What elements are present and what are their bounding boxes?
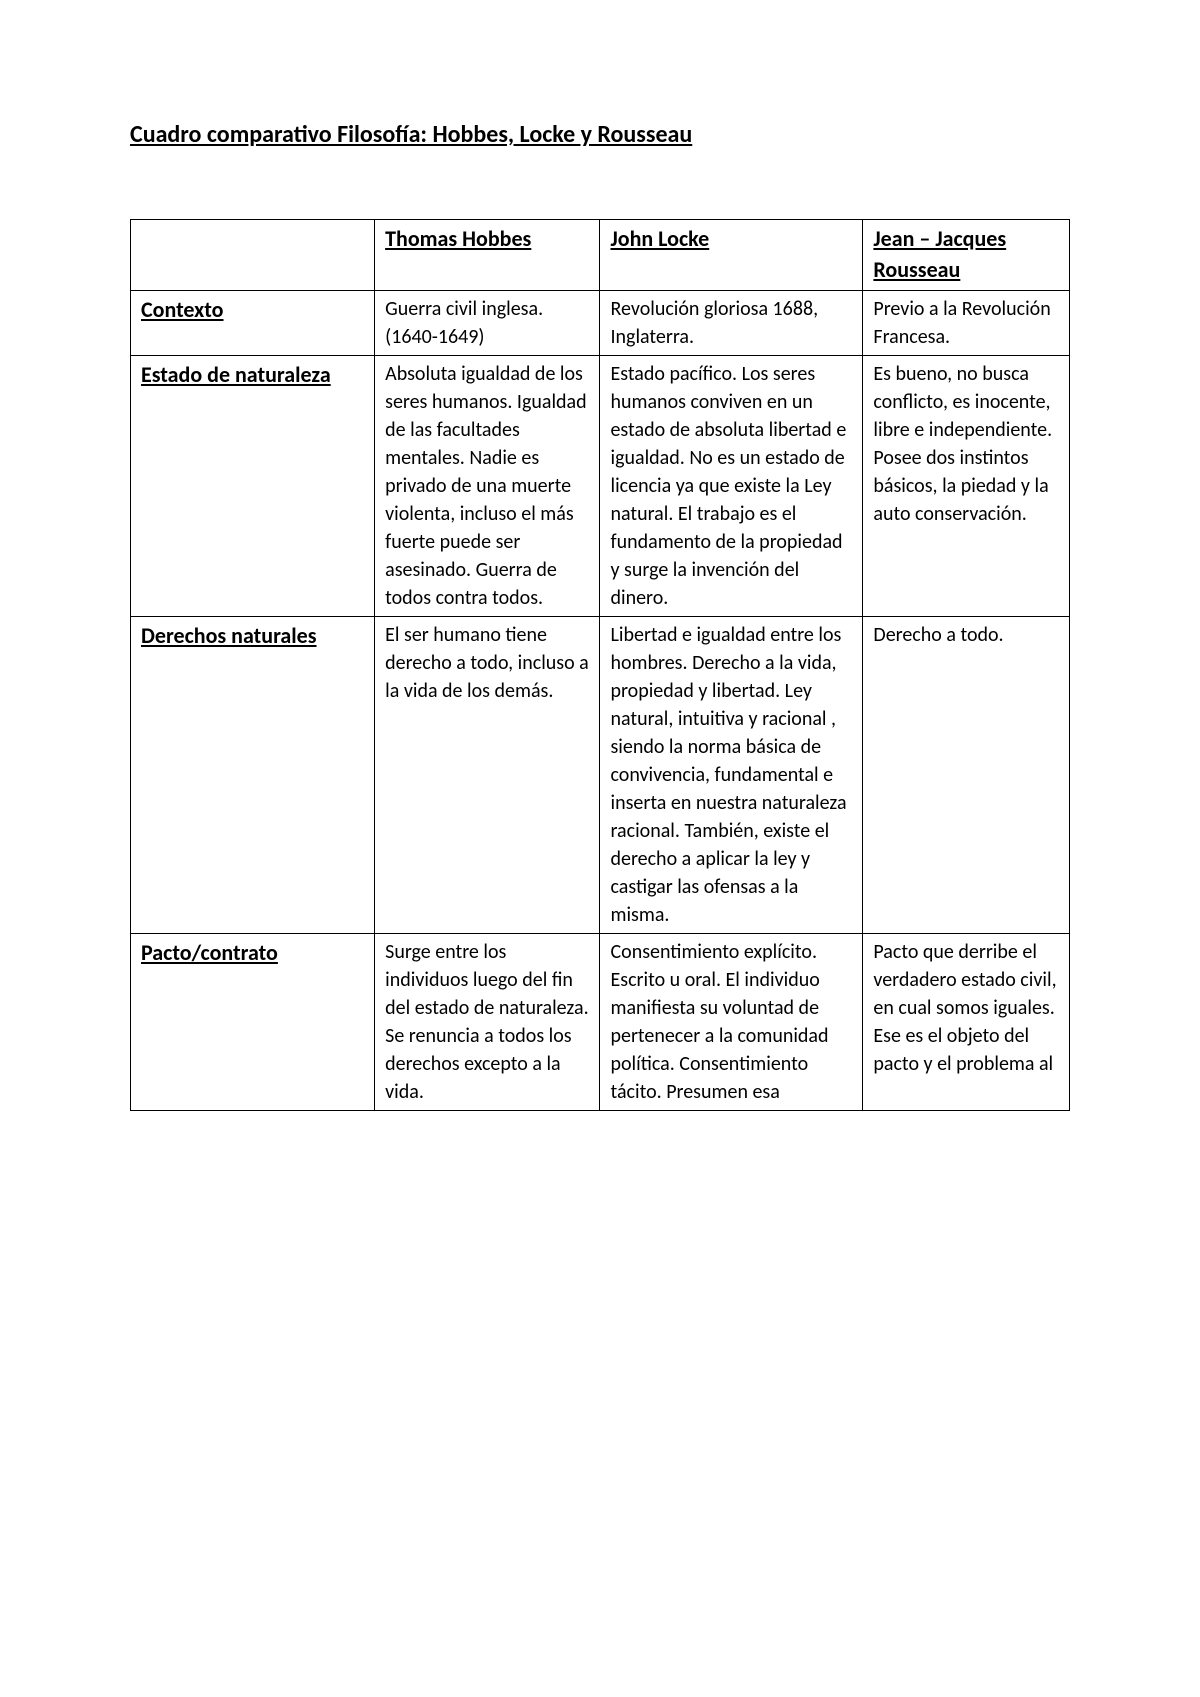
cell-locke: Consentimiento explícito. Escrito u oral… — [600, 933, 863, 1110]
table-row: Derechos naturales El ser humano tiene d… — [131, 616, 1070, 933]
table-header-row: Thomas Hobbes John Locke Jean – Jacques … — [131, 220, 1070, 291]
cell-locke: Revolución gloriosa 1688, Inglaterra. — [600, 290, 863, 355]
header-locke: John Locke — [600, 220, 863, 291]
header-empty — [131, 220, 375, 291]
cell-hobbes: Guerra civil inglesa. (1640-1649) — [375, 290, 600, 355]
page-title: Cuadro comparativo Filosofía: Hobbes, Lo… — [130, 120, 1070, 149]
cell-locke: Estado pacífico. Los seres humanos convi… — [600, 355, 863, 616]
cell-rousseau: Previo a la Revolución Francesa. — [863, 290, 1070, 355]
table-row: Estado de naturaleza Absoluta igualdad d… — [131, 355, 1070, 616]
cell-locke: Libertad e igualdad entre los hombres. D… — [600, 616, 863, 933]
cell-hobbes: Surge entre los individuos luego del fin… — [375, 933, 600, 1110]
document-page: Cuadro comparativo Filosofía: Hobbes, Lo… — [0, 0, 1200, 1697]
cell-rousseau: Es bueno, no busca conflicto, es inocent… — [863, 355, 1070, 616]
cell-rousseau: Derecho a todo. — [863, 616, 1070, 933]
row-label: Pacto/contrato — [131, 933, 375, 1110]
row-label: Derechos naturales — [131, 616, 375, 933]
comparison-table: Thomas Hobbes John Locke Jean – Jacques … — [130, 219, 1070, 1111]
table-row: Contexto Guerra civil inglesa. (1640-164… — [131, 290, 1070, 355]
table-row: Pacto/contrato Surge entre los individuo… — [131, 933, 1070, 1110]
row-label: Estado de naturaleza — [131, 355, 375, 616]
cell-hobbes: El ser humano tiene derecho a todo, incl… — [375, 616, 600, 933]
cell-hobbes: Absoluta igualdad de los seres humanos. … — [375, 355, 600, 616]
cell-rousseau: Pacto que derribe el verdadero estado ci… — [863, 933, 1070, 1110]
header-rousseau: Jean – Jacques Rousseau — [863, 220, 1070, 291]
row-label: Contexto — [131, 290, 375, 355]
header-hobbes: Thomas Hobbes — [375, 220, 600, 291]
